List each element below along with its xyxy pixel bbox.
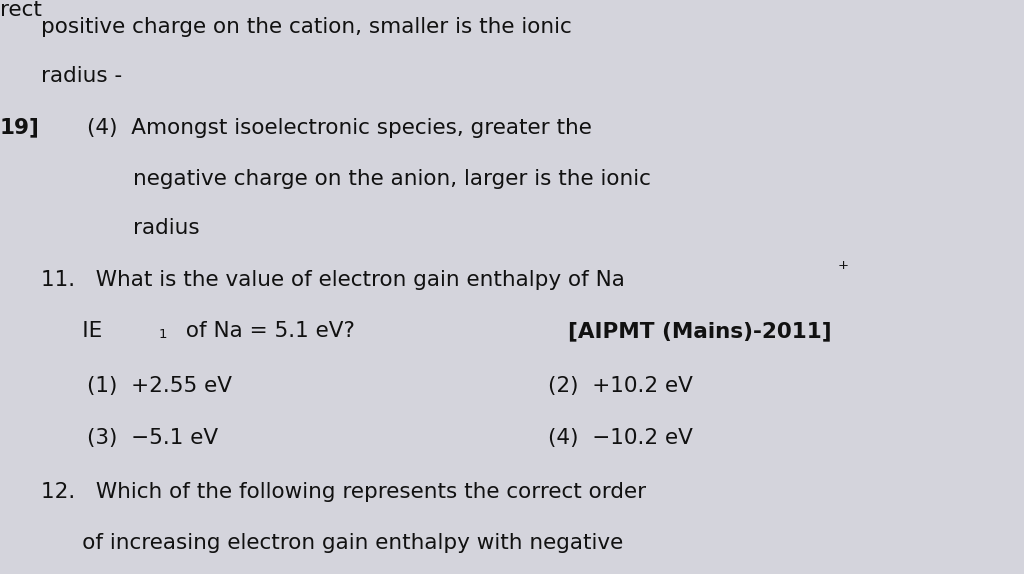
Text: radius: radius: [133, 218, 200, 238]
Text: rect: rect: [0, 0, 42, 20]
Text: (4)  −10.2 eV: (4) −10.2 eV: [548, 428, 692, 448]
Text: negative charge on the anion, larger is the ionic: negative charge on the anion, larger is …: [133, 169, 651, 189]
Text: 19]: 19]: [0, 118, 40, 138]
Text: 12.   Which of the following represents the correct order: 12. Which of the following represents th…: [41, 482, 646, 502]
Text: IE: IE: [41, 321, 102, 342]
Text: (4)  Amongst isoelectronic species, greater the: (4) Amongst isoelectronic species, great…: [87, 118, 592, 138]
Text: radius -: radius -: [41, 66, 122, 86]
Text: [AIPMT (Mains)-2011]: [AIPMT (Mains)-2011]: [568, 321, 831, 342]
Text: +: +: [838, 259, 849, 273]
Text: 1: 1: [159, 328, 167, 342]
Text: of increasing electron gain enthalpy with negative: of increasing electron gain enthalpy wit…: [41, 533, 624, 553]
Text: (1)  +2.55 eV: (1) +2.55 eV: [87, 376, 232, 396]
Text: positive charge on the cation, smaller is the ionic: positive charge on the cation, smaller i…: [41, 17, 571, 37]
Text: (3)  −5.1 eV: (3) −5.1 eV: [87, 428, 218, 448]
Text: 11.   What is the value of electron gain enthalpy of Na: 11. What is the value of electron gain e…: [41, 270, 625, 290]
Text: (2)  +10.2 eV: (2) +10.2 eV: [548, 376, 692, 396]
Text: of Na = 5.1 eV?: of Na = 5.1 eV?: [179, 321, 355, 342]
